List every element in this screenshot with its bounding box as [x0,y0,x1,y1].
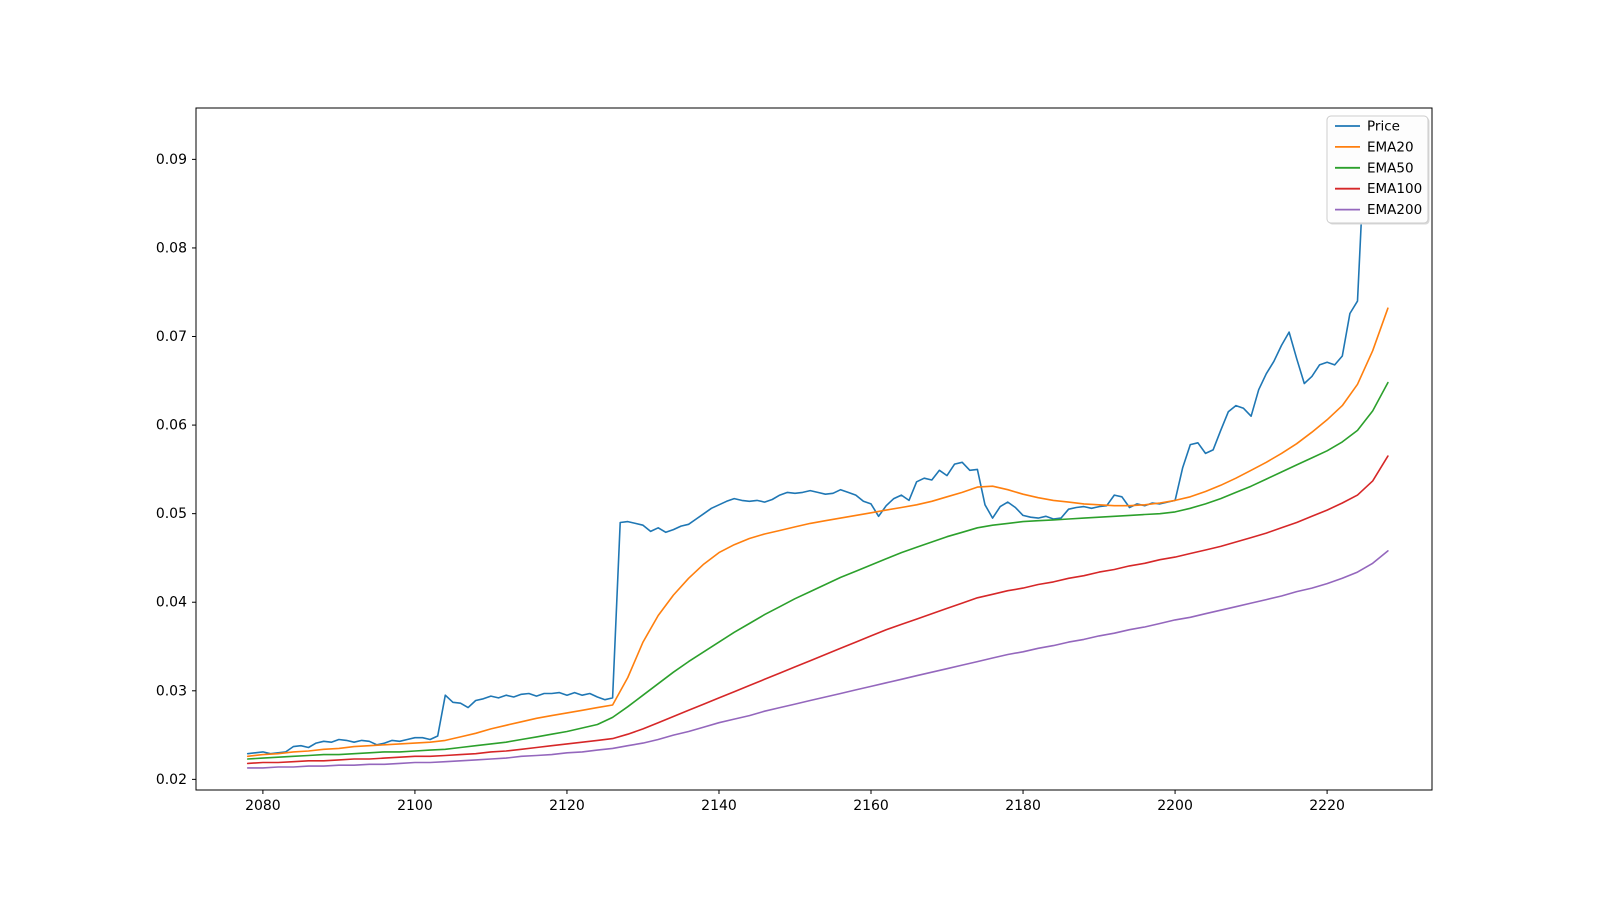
axes-spines [195,107,1433,791]
y-tick-label: 0.08 [156,240,187,256]
x-tick-label: 2140 [701,798,737,814]
legend-label-ema200: EMA200 [1367,202,1422,218]
series-line-ema20 [246,307,1389,758]
y-tick-label: 0.06 [156,418,187,434]
legend-label-price: Price [1367,119,1400,135]
y-tick-label: 0.07 [156,329,187,345]
y-tick-label: 0.09 [156,152,187,168]
series-line-price [246,140,1366,755]
legend-box [1326,115,1429,224]
legend-label-ema50: EMA50 [1367,160,1414,176]
y-axis-ticks: 0.02 0.03 0.04 0.05 0.06 0.07 0.08 0.09 [156,152,196,788]
series-line-ema200 [246,550,1389,769]
y-tick-label: 0.04 [156,595,187,611]
y-tick-label: 0.05 [156,506,187,522]
legend-label-ema20: EMA20 [1367,139,1414,155]
series-line-ema50 [246,381,1389,760]
x-tick-label: 2160 [853,798,889,814]
legend: Price EMA20 EMA50 EMA100 EMA200 [1326,115,1430,225]
legend-label-ema100: EMA100 [1367,181,1422,197]
y-tick-label: 0.02 [156,772,187,788]
data-series [246,140,1389,769]
x-axis-ticks: 2080 2100 2120 2140 2160 2180 2200 2220 [245,790,1345,814]
plot-frame [195,107,1433,791]
x-tick-label: 2220 [1309,798,1345,814]
x-tick-label: 2180 [1005,798,1041,814]
x-tick-label: 2100 [397,798,433,814]
series-line-ema100 [246,455,1389,765]
x-tick-label: 2120 [549,798,585,814]
x-tick-label: 2200 [1157,798,1193,814]
x-tick-label: 2080 [245,798,281,814]
y-tick-label: 0.03 [156,683,187,699]
